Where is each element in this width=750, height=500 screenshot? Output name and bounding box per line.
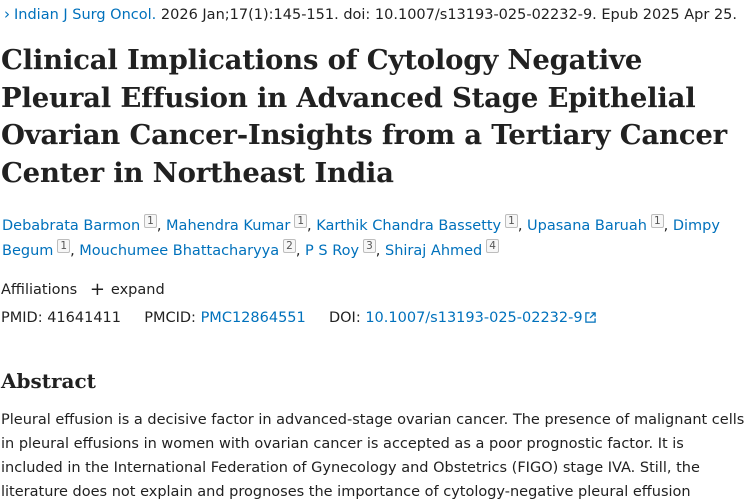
author-list: Debabrata Barmon 1, Mahendra Kumar 1, Kart… [2, 214, 747, 264]
identifiers-row: PMID: 41641411 PMCID: PMC12864551 DOI: 1… [1, 308, 596, 328]
author-link[interactable]: Mouchumee Bhattacharyya [79, 243, 280, 259]
author-link[interactable]: P S Roy [305, 243, 360, 259]
chevron-right-icon: › [4, 5, 10, 23]
author-link[interactable]: Upasana Baruah [527, 218, 647, 234]
affiliation-number[interactable]: 1 [144, 214, 157, 228]
pmcid-label: PMCID: [144, 310, 196, 326]
pmid-label: PMID: [1, 310, 43, 326]
author-separator: , [663, 218, 673, 234]
affiliation-number[interactable]: 1 [57, 239, 71, 253]
author-separator: , [70, 243, 80, 259]
author-separator: , [517, 218, 528, 234]
doi-link[interactable]: 10.1007/s13193-025-02232-9 [365, 310, 596, 326]
journal-link[interactable]: Indian J Surg Oncol. [14, 7, 157, 23]
affiliation-number[interactable]: 4 [486, 239, 499, 253]
plus-icon: + [89, 279, 105, 300]
author-separator: , [295, 243, 306, 259]
author-link[interactable]: Shiraj Ahmed [385, 243, 483, 259]
author-link[interactable]: Karthik Chandra Bassetty [316, 218, 502, 234]
author-link[interactable]: Debabrata Barmon [2, 218, 141, 234]
affiliation-number[interactable]: 3 [363, 239, 376, 253]
abstract-heading: Abstract [1, 369, 96, 393]
affiliation-number[interactable]: 1 [650, 214, 664, 228]
article-title: Clinical Implications of Cytology Negati… [1, 44, 727, 189]
expand-affiliations-button[interactable]: + expand [89, 279, 165, 300]
affiliations-row: Affiliations + expand [1, 280, 165, 300]
abstract-text: Pleural effusion is a decisive factor in… [1, 412, 745, 500]
pmid-value: 41641411 [47, 310, 122, 326]
author-separator: , [375, 243, 385, 259]
author-separator: , [307, 218, 317, 234]
doi-label: DOI: [328, 310, 361, 326]
affiliation-number[interactable]: 2 [283, 239, 296, 253]
external-link-icon [584, 312, 596, 323]
doi-value: 10.1007/s13193-025-02232-9 [365, 310, 583, 326]
affiliations-label: Affiliations [1, 282, 78, 298]
affiliation-number[interactable]: 1 [505, 214, 518, 228]
citation-line: › Indian J Surg Oncol. 2026 Jan;17(1):145… [4, 4, 737, 25]
author-link[interactable]: Mahendra Kumar [166, 218, 291, 234]
expand-label: expand [110, 282, 165, 298]
author-link[interactable]: Dimpy Begum [2, 218, 720, 259]
author-separator: , [156, 218, 167, 234]
affiliation-number[interactable]: 1 [294, 214, 308, 228]
citation-details: 2026 Jan;17(1):145-151. doi: 10.1007/s13… [156, 7, 738, 23]
pmcid-link[interactable]: PMC12864551 [200, 310, 306, 326]
